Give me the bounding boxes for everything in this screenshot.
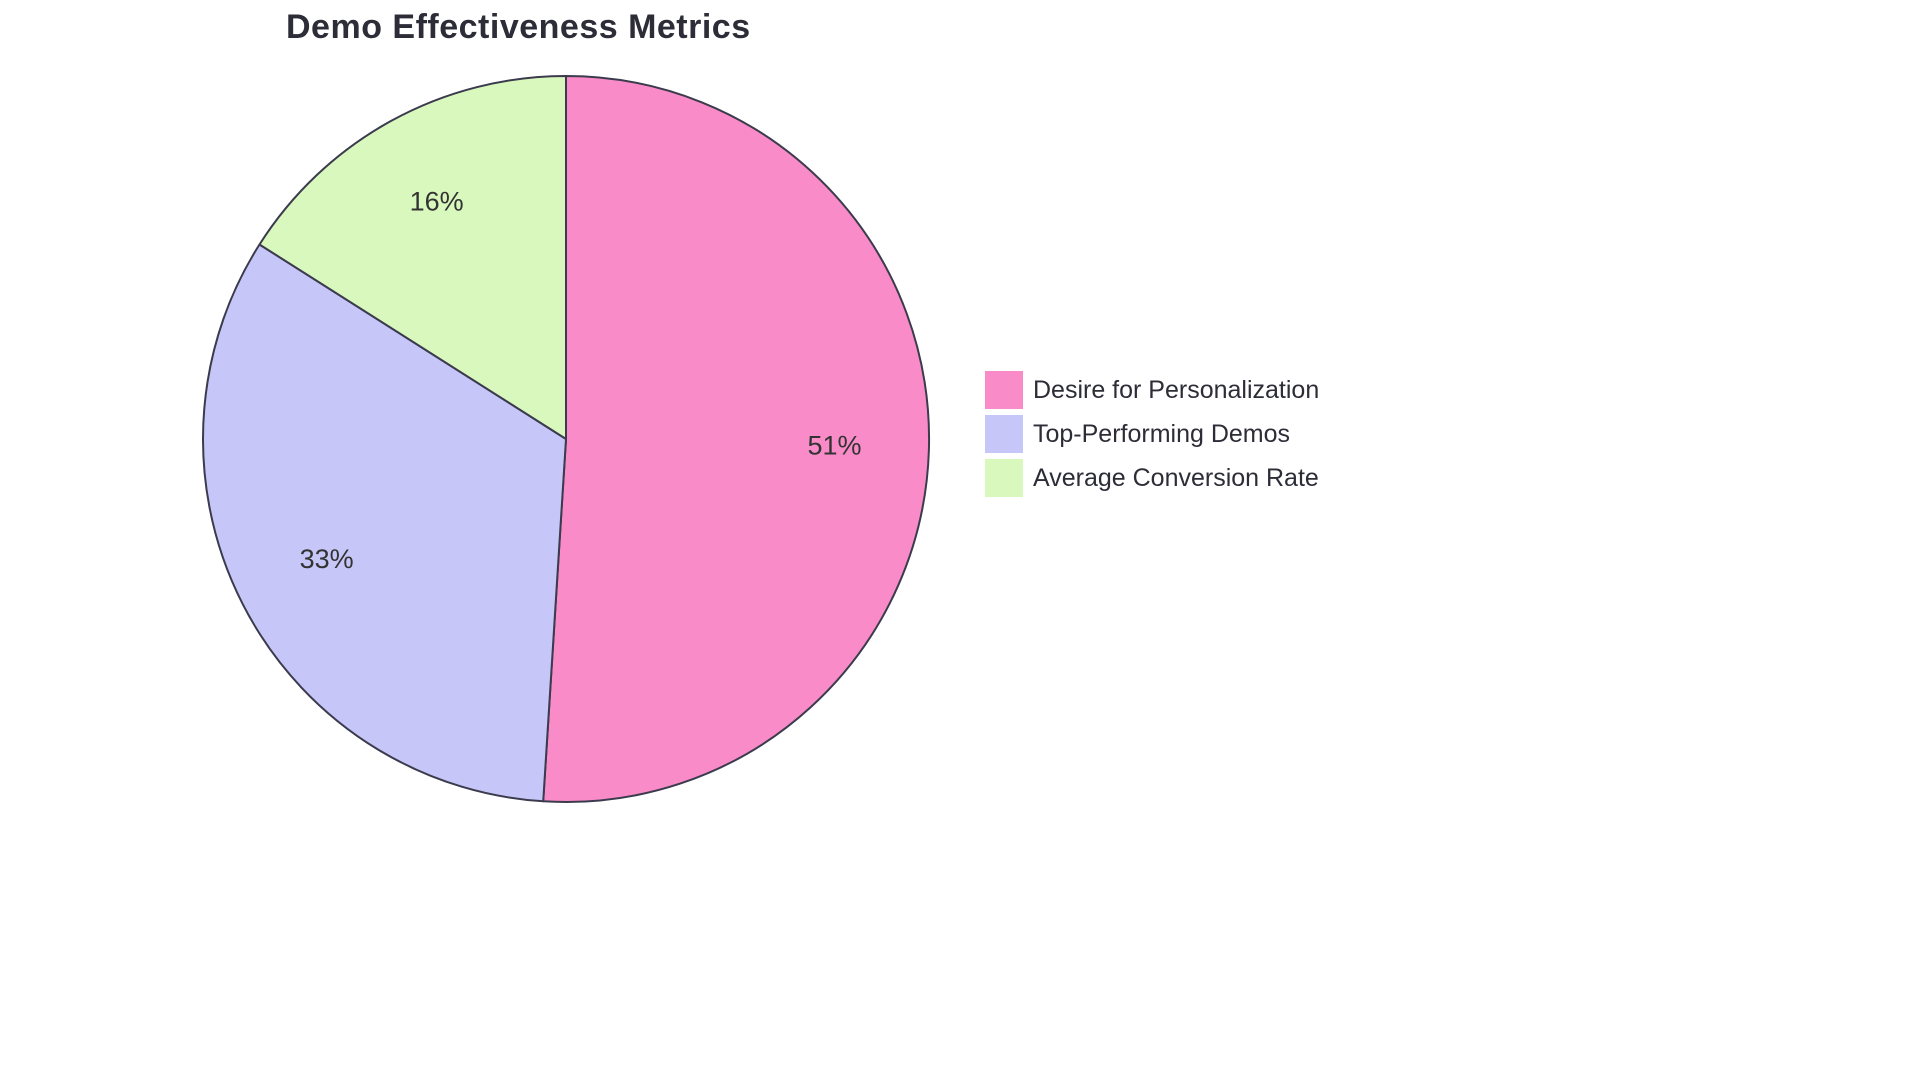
legend-label: Desire for Personalization: [1033, 375, 1320, 404]
legend-item-3: Average Conversion Rate: [985, 459, 1319, 497]
legend-swatch-icon: [985, 371, 1023, 409]
legend: Desire for Personalization Top-Performing…: [985, 371, 1319, 497]
slice-percentage-label-3: 16%: [410, 187, 464, 217]
legend-label: Top-Performing Demos: [1033, 419, 1291, 448]
pie-slice-1: [542, 75, 931, 803]
legend-swatch-icon: [985, 415, 1023, 453]
legend-item-1: Desire for Personalization: [985, 371, 1319, 409]
pie-slice-3: [258, 75, 567, 440]
slice-percentage-label-1: 51%: [807, 431, 861, 461]
legend-item-2: Top-Performing Demos: [985, 415, 1319, 453]
pie-slice-2: [202, 243, 567, 803]
chart-title: Demo Effectiveness Metrics: [286, 8, 751, 46]
slice-percentage-label-2: 33%: [300, 544, 354, 574]
legend-label: Average Conversion Rate: [1033, 463, 1319, 492]
legend-swatch-icon: [985, 459, 1023, 497]
